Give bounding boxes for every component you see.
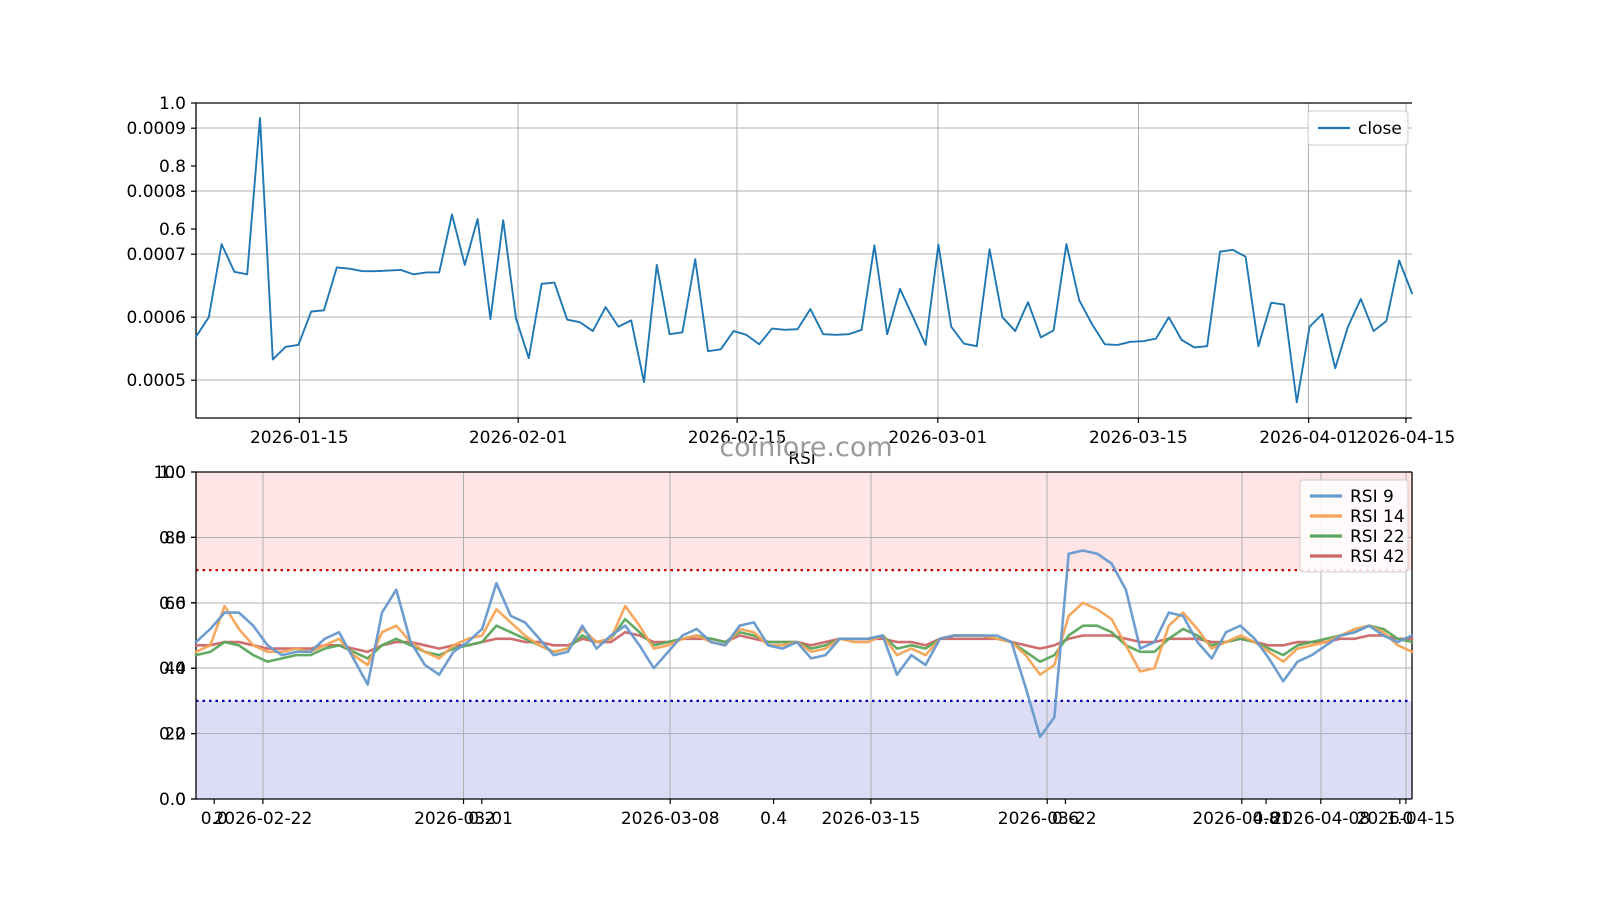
rsi-secondary-y-tick-label: 0.4 (159, 659, 186, 679)
rsi-series-rsi-42 (194, 630, 1414, 654)
rsi-series-rsi-14 (194, 601, 1414, 677)
rsi-secondary-y-tick-label: 1.0 (159, 463, 186, 483)
price-x-tick-label: 2026-03-01 (888, 428, 987, 448)
price-x-tick-label: 2026-04-01 (1259, 428, 1358, 448)
rsi-secondary-x-tick-label: 0.8 (1253, 809, 1280, 829)
rsi-x-tick-label: 2026-03-15 (821, 809, 920, 829)
rsi-x-tick-label: 2026-03-01 (414, 809, 513, 829)
price-x-tick-label: 2026-04-15 (1357, 428, 1456, 448)
rsi-overbought-band (196, 472, 1412, 571)
rsi-y-tick-label: 20 (164, 725, 186, 745)
rsi-x-tick-label: 2026-03-22 (998, 809, 1097, 829)
price-series-close (195, 117, 1413, 404)
price-secondary-y-tick-label: 0.6 (159, 220, 186, 240)
rsi-oversold-band (196, 700, 1412, 799)
rsi-secondary-y-tick-label: 0.2 (159, 725, 186, 745)
rsi-y-tick-label: 60 (164, 594, 186, 614)
price-y-tick-label: 0.0009 (127, 119, 186, 139)
price-legend-box (1307, 110, 1409, 146)
rsi-y-tick-label: 80 (164, 528, 186, 548)
rsi-y-tick-label: 100 (154, 463, 186, 483)
rsi-legend-label-rsi-9: RSI 9 (1350, 487, 1394, 507)
rsi-y-tick-label: 0 (175, 790, 186, 810)
rsi-secondary-x-tick-label: 0.6 (1052, 809, 1079, 829)
price-x-tick-label: 2026-02-15 (688, 428, 787, 448)
rsi-secondary-y-tick-label: 0.0 (159, 790, 186, 810)
rsi-chart-group: 0 20 40 60 80 100 0.0 0.2 0.4 0.6 0.8 1.0 2026-02-22… (154, 449, 1456, 829)
rsi-legend-box (1299, 479, 1409, 573)
price-secondary-y-tick-label: 1.0 (159, 94, 186, 114)
rsi-x-tick-label: 2026-03-08 (621, 809, 720, 829)
rsi-secondary-x-tick-label: 0.0 (201, 809, 228, 829)
price-chart-group: 0.0005 0.0006 0.0007 0.0008 0.0009 0.6 0.8 1.0 2… (127, 94, 1456, 448)
rsi-secondary-x-tick-label: 1.0 (1386, 809, 1413, 829)
rsi-legend-label-rsi-42: RSI 42 (1350, 547, 1405, 567)
price-y-tick-label: 0.0008 (127, 182, 186, 202)
price-y-tick-label: 0.0007 (127, 245, 186, 265)
price-legend-label-close: close (1358, 119, 1402, 139)
rsi-chart-title: RSI (788, 449, 816, 469)
rsi-x-tick-label: 2026-04-08 (1271, 809, 1370, 829)
price-x-tick-label: 2026-02-01 (469, 428, 568, 448)
price-x-tick-label: 2026-01-15 (250, 428, 349, 448)
rsi-secondary-y-tick-label: 0.6 (159, 594, 186, 614)
rsi-legend-label-rsi-14: RSI 14 (1350, 507, 1405, 527)
rsi-x-tick-label: 2026-04-01 (1192, 809, 1291, 829)
rsi-x-tick-label: 2026-02-22 (213, 809, 312, 829)
rsi-secondary-x-tick-label: 0.4 (760, 809, 787, 829)
price-x-tick-label: 2026-03-15 (1089, 428, 1188, 448)
price-y-tick-label: 0.0005 (127, 371, 186, 391)
price-secondary-y-tick-label: 0.8 (159, 157, 186, 177)
rsi-secondary-x-tick-label: 0.2 (468, 809, 495, 829)
price-y-tick-label: 0.0006 (127, 308, 186, 328)
rsi-x-tick-label: 2026-04-15 (1357, 809, 1456, 829)
price-legend: close (1307, 110, 1409, 146)
rsi-y-tick-label: 40 (164, 659, 186, 679)
rsi-legend-label-rsi-22: RSI 22 (1350, 527, 1405, 547)
rsi-secondary-y-tick-label: 0.8 (159, 528, 186, 548)
coinlore-watermark: coinlore.com (719, 432, 892, 463)
rsi-series-rsi-9 (194, 549, 1414, 739)
